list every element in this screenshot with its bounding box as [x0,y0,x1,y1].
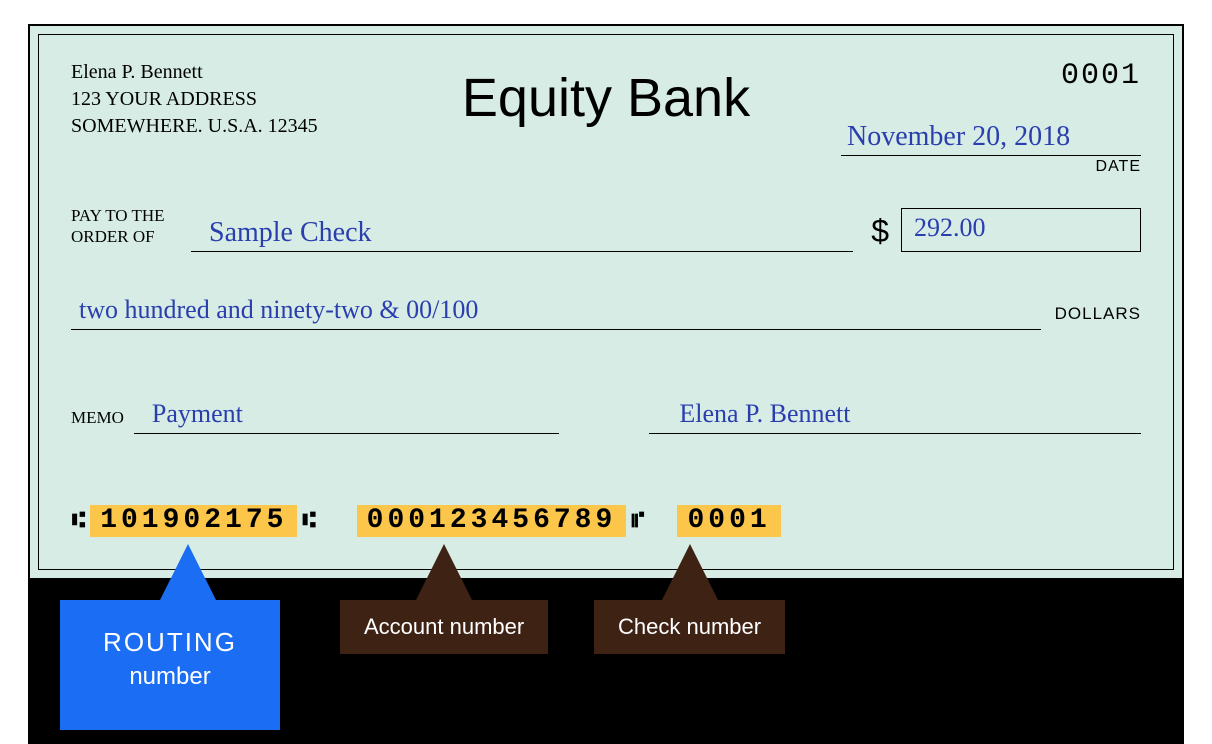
pay-to-label: PAY TO THE ORDER OF [71,205,191,248]
pay-to-label-2: ORDER OF [71,226,191,247]
amount-numeric: 292.00 [901,208,1141,252]
date-value: November 20, 2018 [841,121,1141,156]
callout-routing-arrow [160,544,216,600]
micr-symbol-1: ⑆ [72,509,85,534]
dollar-sign: $ [871,213,889,250]
callout-routing: ROUTING number [60,544,280,730]
callout-routing-line2: number [80,660,260,694]
callout-account-arrow [416,544,472,600]
bank-name: Equity Bank [462,67,750,129]
payer-address-1: 123 YOUR ADDRESS [71,86,318,113]
signature: Elena P. Bennett [649,399,1141,434]
memo-signature-row: MEMO Payment Elena P. Bennett [71,399,1141,434]
date-label: DATE [841,158,1141,176]
callout-account: Account number [340,544,548,654]
callout-routing-box: ROUTING number [60,600,280,730]
memo-side: MEMO Payment [71,399,559,434]
pay-to-row: PAY TO THE ORDER OF Sample Check $ 292.0… [71,205,1141,252]
dollars-label: DOLLARS [1055,304,1141,324]
micr-symbol-3: ⑈ [631,509,644,534]
date-block: November 20, 2018 DATE [841,121,1141,176]
amount-words: two hundred and ninety-two & 00/100 [71,295,1041,330]
payer-block: Elena P. Bennett 123 YOUR ADDRESS SOMEWH… [71,59,318,140]
callout-check: Check number [594,544,785,654]
check-inner-border: Elena P. Bennett 123 YOUR ADDRESS SOMEWH… [38,34,1174,570]
callout-check-box: Check number [594,600,785,654]
account-number: 000123456789 [357,505,627,537]
callout-routing-line1: ROUTING [80,624,260,660]
callout-account-box: Account number [340,600,548,654]
check-number-top: 0001 [1061,59,1141,93]
micr-line: ⑆ 101902175 ⑆ 000123456789 ⑈ 0001 [71,505,785,537]
pay-to-label-1: PAY TO THE [71,205,191,226]
memo-label: MEMO [71,408,124,428]
amount-words-row: two hundred and ninety-two & 00/100 DOLL… [71,295,1141,330]
routing-number: 101902175 [90,505,297,537]
payee-name: Sample Check [191,217,853,252]
memo-value: Payment [134,399,559,434]
check-number-micr: 0001 [677,505,780,537]
check-container: Elena P. Bennett 123 YOUR ADDRESS SOMEWH… [28,24,1184,580]
micr-symbol-2: ⑆ [302,509,315,534]
payer-name: Elena P. Bennett [71,59,318,86]
payer-address-2: SOMEWHERE. U.S.A. 12345 [71,113,318,140]
callout-check-arrow [662,544,718,600]
